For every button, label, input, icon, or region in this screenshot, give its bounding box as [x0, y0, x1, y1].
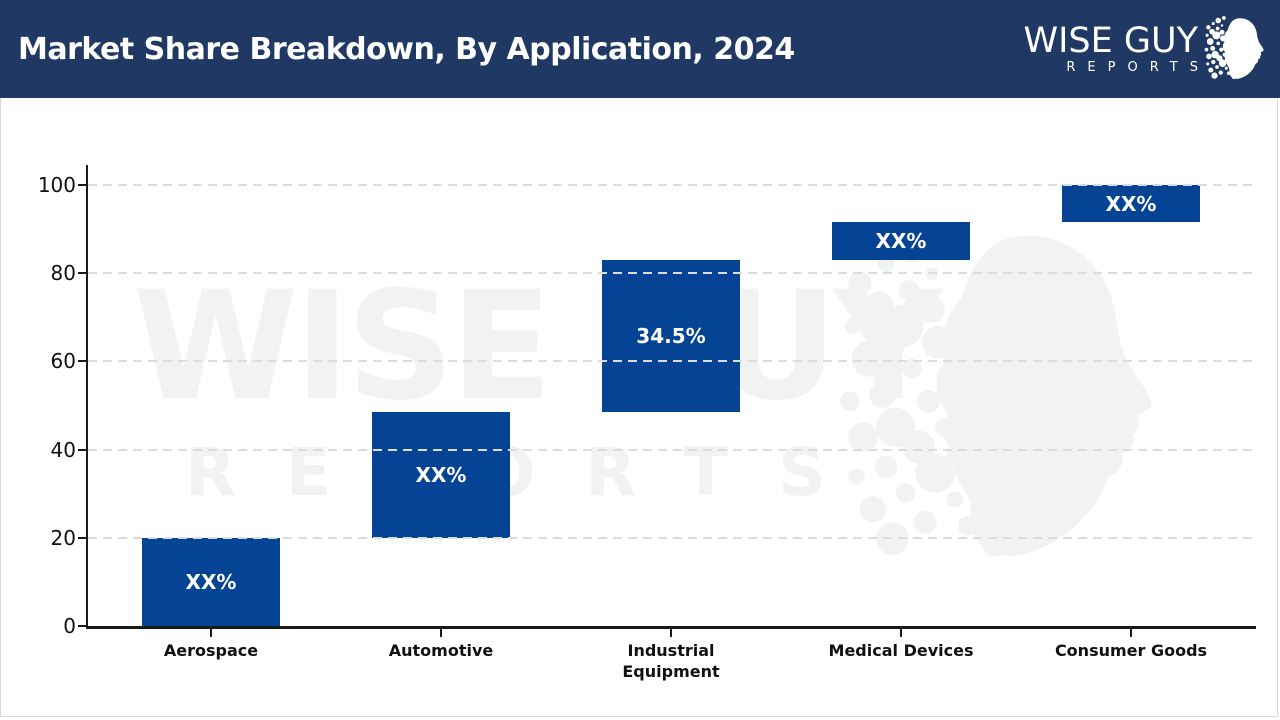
bar-value-label: 34.5%	[636, 323, 706, 348]
bar: XX%	[1062, 184, 1200, 223]
y-gridline	[88, 183, 1254, 186]
x-axis-spine	[86, 626, 1256, 629]
y-gridline	[88, 272, 1254, 274]
logo-face-icon	[1204, 16, 1264, 80]
x-tick-label: Automotive	[388, 641, 494, 660]
logo-wordmark: WISE GUY	[1023, 21, 1198, 61]
y-tick-label: 40	[50, 437, 76, 462]
y-tick-mark	[78, 625, 88, 627]
y-tick-mark	[78, 360, 88, 363]
card-border-left	[0, 98, 1, 717]
bar-value-label: XX%	[185, 569, 237, 594]
page-title: Market Share Breakdown, By Application, …	[18, 31, 795, 67]
y-gridline	[88, 360, 1254, 363]
header: Market Share Breakdown, By Application, …	[0, 0, 1280, 98]
x-tick-label: Consumer Goods	[1054, 641, 1208, 660]
y-tick-label: 0	[63, 614, 76, 638]
bar-value-label: XX%	[415, 462, 467, 487]
logo: WISE GUY REPORTS	[1023, 9, 1266, 89]
card-border-bottom	[0, 716, 1278, 717]
y-tick-mark	[78, 536, 88, 539]
y-tick-mark	[78, 183, 88, 186]
card-border-right	[1277, 98, 1278, 717]
bar-value-label: XX%	[875, 229, 927, 253]
x-tick-mark	[900, 629, 902, 637]
bar: 34.5%	[602, 259, 740, 412]
bar: XX%	[142, 537, 280, 626]
y-gridline	[88, 536, 1254, 539]
x-tick-mark	[210, 629, 212, 637]
y-tick-mark	[78, 448, 88, 451]
y-tick-mark	[78, 272, 88, 274]
y-tick-label: 20	[50, 525, 76, 550]
logo-text: WISE GUY REPORTS	[1023, 22, 1198, 76]
y-tick-label: 100	[37, 172, 76, 197]
x-tick-mark	[1130, 629, 1132, 637]
watermark-wordmark: WISE GUY	[133, 260, 943, 434]
logo-subtext: REPORTS	[1066, 60, 1210, 75]
y-gridline	[88, 448, 1254, 451]
y-axis-spine	[86, 165, 88, 628]
y-tick-label: 80	[50, 261, 76, 285]
x-tick-label: Industrial Equipment	[622, 641, 720, 681]
x-tick-label: Medical Devices	[828, 641, 974, 660]
x-tick-label: Aerospace	[163, 641, 259, 660]
bar-value-label: XX%	[1105, 191, 1157, 216]
bar: XX%	[832, 222, 970, 260]
x-tick-mark	[440, 629, 442, 637]
y-tick-label: 60	[50, 349, 76, 374]
bar: XX%	[372, 411, 510, 538]
x-tick-mark	[670, 629, 672, 637]
